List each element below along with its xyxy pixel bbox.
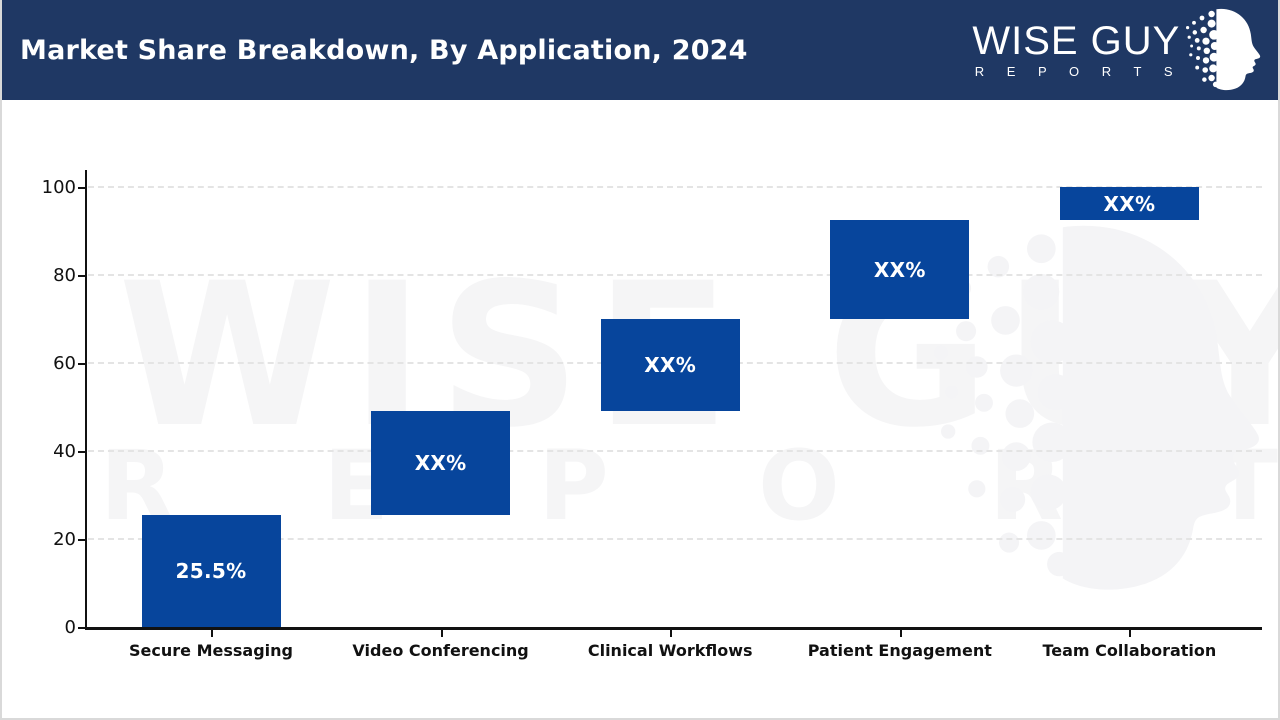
chart-area: WISE GUY R E P O R T S 02040608010025.5%… [0, 100, 1280, 720]
bar-video-conferencing: XX% [371, 411, 511, 515]
bar-value-label-video-conferencing: XX% [414, 451, 467, 476]
x-tick-video-conferencing [440, 630, 443, 637]
y-tick-60 [78, 363, 85, 365]
x-category-label-team-collaboration: Team Collaboration [1042, 641, 1217, 660]
y-tick-100 [78, 187, 85, 189]
y-tick-80 [78, 275, 85, 277]
x-category-label-clinical-workflows: Clinical Workflows [587, 641, 753, 660]
logo-wordmark: WISE GUY R E P O R T S [971, 21, 1182, 79]
header-bar: Market Share Breakdown, By Application, … [0, 0, 1280, 100]
wise-guy-logo: WISE GUY R E P O R T S [971, 6, 1266, 94]
x-category-label-video-conferencing: Video Conferencing [352, 641, 529, 660]
bar-patient-engagement: XX% [830, 220, 970, 319]
gridline-20 [88, 538, 1262, 540]
x-tick-team-collaboration [1129, 630, 1132, 637]
bar-secure-messaging: 25.5% [141, 514, 281, 627]
gridline-80 [88, 274, 1262, 276]
bar-team-collaboration: XX% [1059, 187, 1199, 220]
gridline-40 [88, 450, 1262, 452]
bar-value-label-patient-engagement: XX% [873, 257, 926, 282]
chart-title: Market Share Breakdown, By Application, … [20, 34, 748, 66]
y-tick-label-0: 0 [64, 617, 76, 638]
x-tick-secure-messaging [211, 630, 213, 637]
bar-value-label-clinical-workflows: XX% [644, 353, 697, 378]
x-axis-line [85, 627, 1262, 630]
x-category-label-secure-messaging: Secure Messaging [129, 641, 293, 660]
bar-value-label-team-collaboration: XX% [1103, 191, 1156, 216]
y-tick-0 [78, 627, 85, 629]
y-tick-label-80: 80 [53, 265, 76, 286]
y-axis-line [85, 170, 87, 630]
y-tick-label-40: 40 [53, 441, 76, 462]
y-tick-label-100: 100 [41, 177, 76, 198]
x-category-label-patient-engagement: Patient Engagement [807, 641, 992, 660]
gridline-100 [88, 186, 1262, 188]
bar-clinical-workflows: XX% [600, 319, 740, 412]
logo-reports-text: R E P O R T S [974, 64, 1182, 79]
bar-value-label-secure-messaging: 25.5% [175, 558, 247, 583]
y-tick-20 [78, 539, 85, 541]
y-tick-label-60: 60 [53, 353, 76, 374]
y-tick-label-20: 20 [53, 529, 76, 550]
logo-face-icon [1186, 8, 1261, 91]
x-tick-clinical-workflows [670, 630, 673, 637]
logo-wordmark-text: WISE GUY [972, 19, 1181, 63]
x-tick-patient-engagement [899, 630, 902, 637]
y-tick-40 [78, 451, 85, 453]
